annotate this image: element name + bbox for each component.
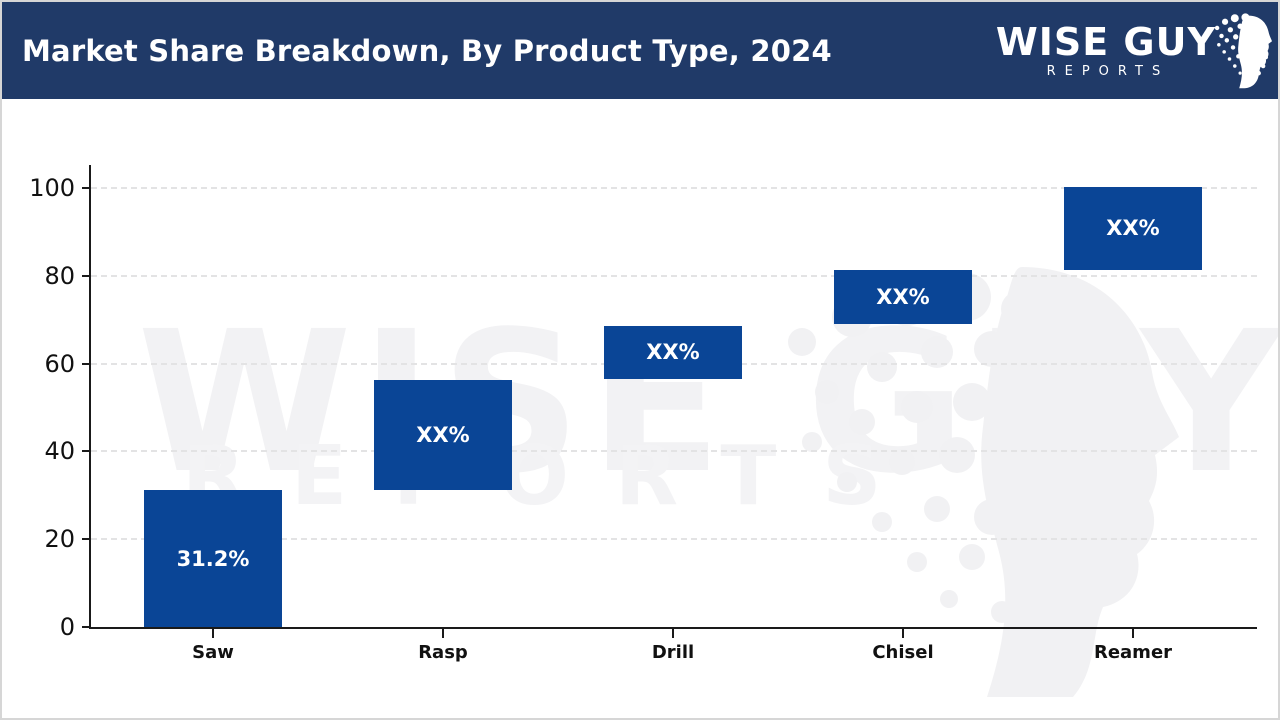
x-tick-label: Drill bbox=[651, 642, 695, 663]
y-tick-label: 80 bbox=[44, 261, 75, 290]
gridline bbox=[91, 274, 1257, 277]
y-tick bbox=[82, 626, 91, 628]
y-tick bbox=[82, 538, 91, 541]
header: Market Share Breakdown, By Product Type,… bbox=[2, 2, 1278, 99]
bar: XX% bbox=[604, 325, 742, 379]
y-tick-label: 20 bbox=[44, 525, 75, 554]
y-tick bbox=[82, 274, 91, 277]
y-tick bbox=[82, 187, 91, 189]
bar: XX% bbox=[374, 379, 512, 491]
x-tick bbox=[902, 629, 904, 638]
x-tick bbox=[672, 629, 674, 638]
gridline bbox=[91, 187, 1257, 189]
gridline bbox=[91, 450, 1257, 453]
logo-wordmark: WISE GUY bbox=[995, 19, 1216, 64]
bar: XX% bbox=[1064, 187, 1202, 270]
logo: WISE GUY REPORTS bbox=[996, 6, 1272, 96]
logo-subtitle: REPORTS bbox=[1046, 64, 1170, 80]
watermark-line2: REPORTS bbox=[182, 429, 928, 524]
x-tick-label: Saw bbox=[192, 642, 234, 663]
x-tick-label: Rasp bbox=[418, 642, 468, 663]
logo-text: WISE GUY REPORTS bbox=[995, 19, 1216, 80]
x-tick-label: Chisel bbox=[872, 642, 934, 663]
y-tick bbox=[82, 450, 91, 453]
x-axis bbox=[89, 627, 1257, 629]
y-tick-label: 100 bbox=[29, 174, 75, 202]
page-title: Market Share Breakdown, By Product Type,… bbox=[22, 33, 832, 68]
x-tick bbox=[212, 629, 214, 638]
bar-label: XX% bbox=[646, 340, 700, 365]
y-tick-label: 40 bbox=[44, 437, 75, 466]
x-tick-label: Reamer bbox=[1093, 642, 1173, 663]
gridline bbox=[91, 538, 1257, 541]
bar-label: XX% bbox=[876, 284, 930, 309]
bar: XX% bbox=[834, 270, 972, 324]
bar-label: XX% bbox=[1106, 216, 1160, 241]
y-tick-label: 0 bbox=[59, 613, 75, 641]
logo-face-icon bbox=[1214, 13, 1272, 89]
x-tick bbox=[442, 629, 444, 638]
y-tick bbox=[82, 362, 91, 365]
bar-label: 31.2% bbox=[176, 546, 250, 571]
bar: 31.2% bbox=[144, 490, 282, 627]
bar-label: XX% bbox=[416, 422, 470, 447]
y-axis bbox=[89, 165, 91, 629]
x-tick bbox=[1132, 629, 1134, 638]
y-tick-label: 60 bbox=[44, 349, 75, 378]
watermark-face-icon bbox=[788, 267, 1179, 697]
